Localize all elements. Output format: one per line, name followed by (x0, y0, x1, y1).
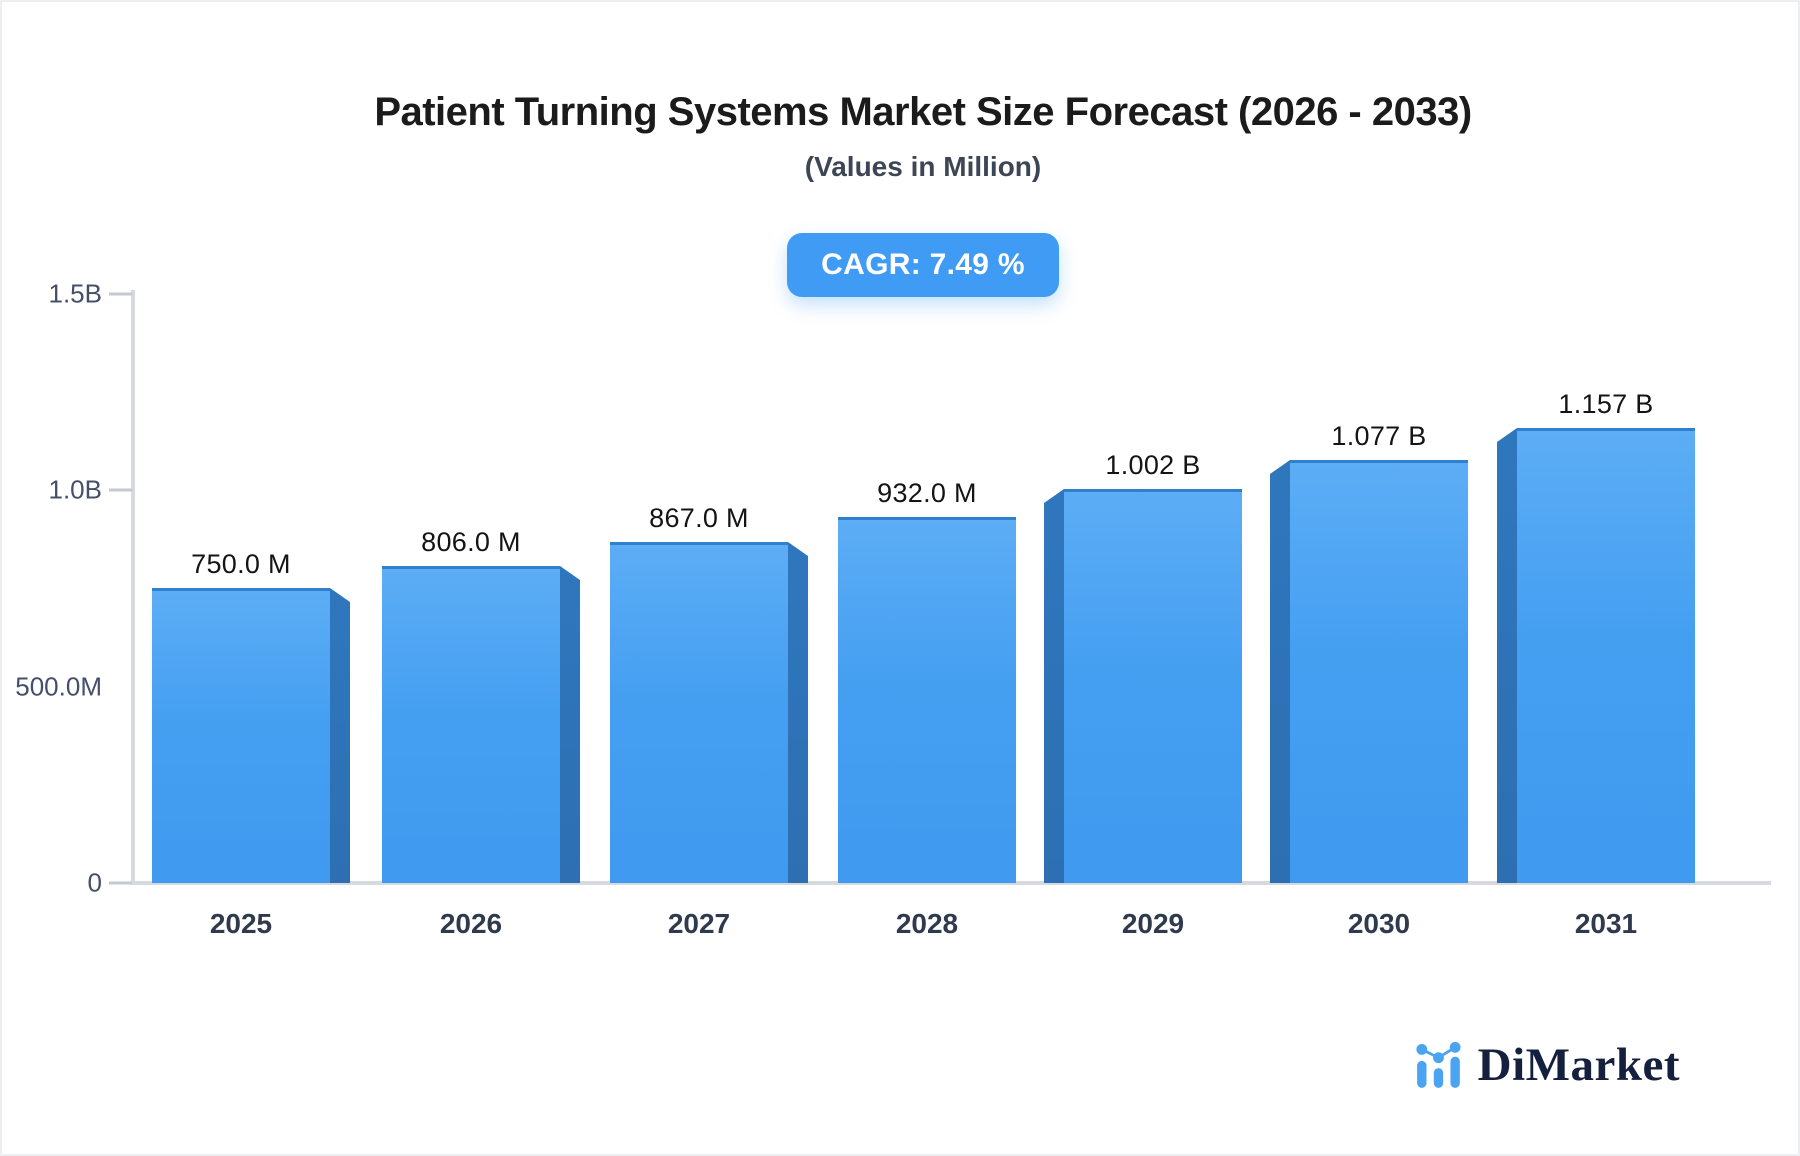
bar (1517, 428, 1695, 883)
y-axis-tick (109, 488, 132, 492)
cagr-badge: CAGR: 7.49 % (787, 233, 1059, 297)
bar (610, 542, 788, 883)
y-axis-tick (109, 881, 132, 885)
brand-logo: DiMarket (1414, 1038, 1680, 1092)
bar-value-label: 750.0 M (191, 549, 291, 579)
bar-3d-side (1044, 489, 1064, 883)
bar-3d-side (1497, 428, 1517, 883)
bar (1064, 489, 1242, 883)
bar-3d-side (560, 566, 580, 883)
bar-value-label: 867.0 M (649, 503, 749, 533)
bar (1290, 460, 1468, 883)
bar-value-label: 1.157 B (1558, 389, 1654, 419)
chart-subtitle: (Values in Million) (804, 151, 1042, 182)
bar-value-label: 1.002 B (1105, 450, 1201, 480)
y-axis-line (131, 290, 135, 885)
x-axis-label: 2031 (1574, 908, 1638, 939)
bar-3d-side (788, 542, 808, 883)
x-axis-label: 2029 (1121, 908, 1185, 939)
x-axis-label: 2028 (895, 908, 959, 939)
chart-header: Patient Turning Systems Market Size Fore… (2, 90, 1798, 297)
bar (152, 588, 330, 883)
bar (838, 517, 1016, 883)
y-axis-label: 1.5B (48, 278, 103, 308)
bar-value-label: 806.0 M (421, 527, 521, 557)
bar (382, 566, 560, 883)
y-axis-label: 1.0B (48, 474, 103, 505)
bar-value-label: 1.077 B (1331, 421, 1427, 451)
y-axis-label: 500.0M (15, 671, 102, 701)
brand-logo-text: DiMarket (1477, 1039, 1680, 1091)
chart-title: Patient Turning Systems Market Size Fore… (374, 90, 1472, 134)
x-axis-label: 2027 (667, 908, 731, 939)
y-axis-tick (109, 292, 132, 295)
x-axis-label: 2026 (439, 908, 503, 939)
bar-3d-side (330, 588, 350, 883)
bar-value-label: 932.0 M (877, 478, 977, 508)
bar-chart-icon (1416, 1042, 1461, 1088)
x-axis-label: 2030 (1347, 908, 1411, 939)
bar-3d-side (1270, 460, 1290, 883)
x-axis-label: 2025 (209, 908, 273, 939)
y-axis-label: 0 (87, 867, 102, 898)
x-axis-line (131, 881, 1771, 885)
